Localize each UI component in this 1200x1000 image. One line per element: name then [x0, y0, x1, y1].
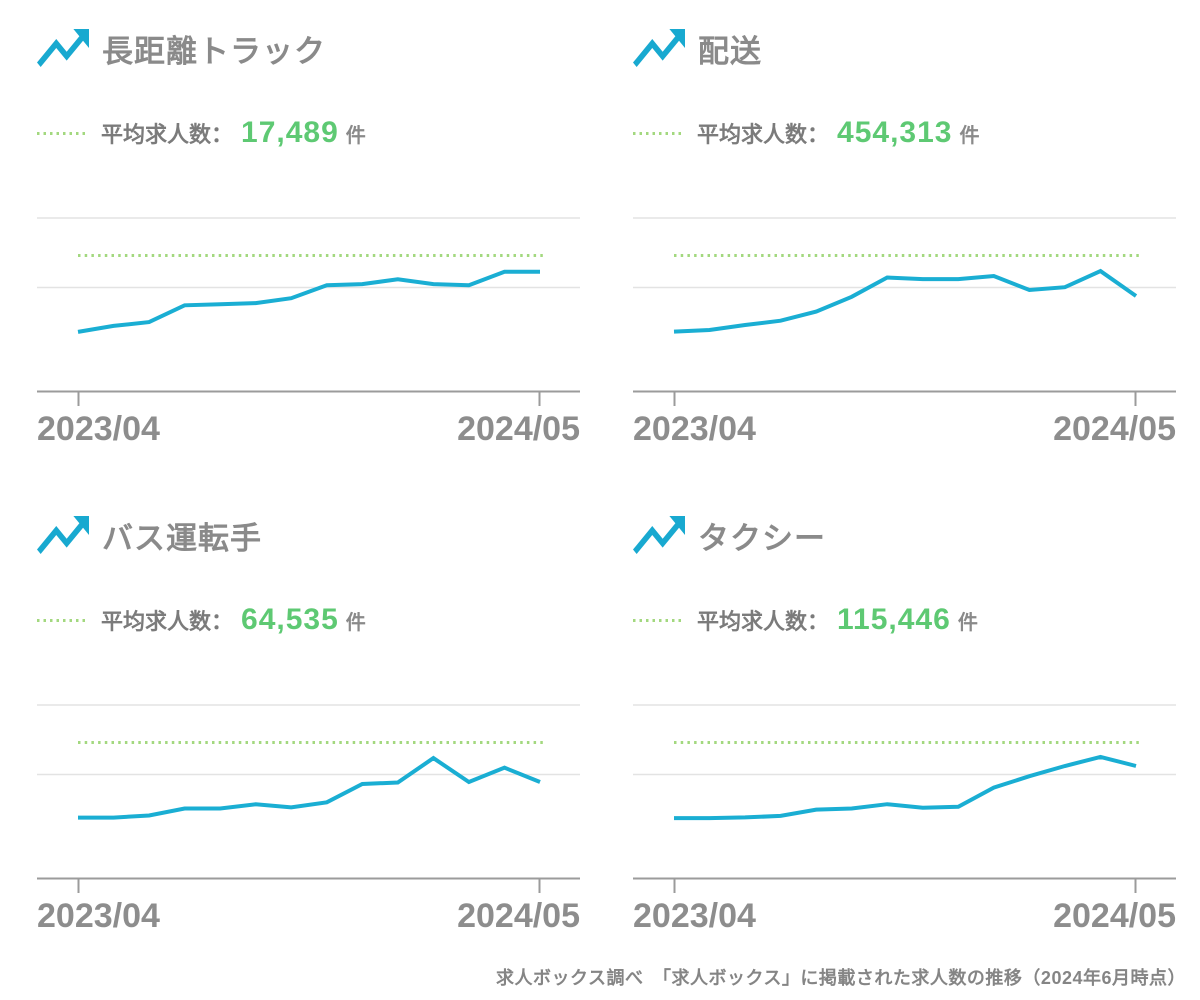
legend-average-value: 17,489 [241, 116, 339, 149]
average-legend: 平均求人数： 64,535 件 [37, 603, 582, 637]
trending-up-icon [633, 29, 685, 67]
trending-up-icon [37, 516, 89, 554]
chart-title: 長距離トラック [102, 33, 326, 69]
trending-up-icon [633, 516, 685, 554]
legend-label: 平均求人数： [101, 122, 234, 147]
chart-header: タクシー [633, 513, 1178, 557]
chart-delivery: 配送 平均求人数： 454,313 件 2023/04 2024/05 [633, 26, 1178, 446]
x-axis-label-end: 2024/05 [457, 897, 580, 935]
legend-dotted-line-swatch [37, 131, 87, 135]
legend-dotted-line-swatch [633, 618, 683, 622]
line-chart-svg [37, 217, 580, 406]
chart-title: 配送 [698, 33, 762, 69]
chart-title: バス運転手 [102, 520, 262, 556]
legend-unit: 件 [959, 125, 980, 147]
chart-title: タクシー [698, 520, 826, 556]
x-axis-label-end: 2024/05 [1053, 897, 1176, 935]
legend-dotted-line-swatch [633, 131, 683, 135]
x-axis-label-start: 2023/04 [633, 410, 756, 448]
legend-average-value: 115,446 [837, 603, 951, 636]
x-axis-label-end: 2024/05 [1053, 410, 1176, 448]
legend-label: 平均求人数： [697, 609, 830, 634]
x-axis-labels: 2023/04 2024/05 [633, 412, 1176, 446]
series-polyline [77, 269, 540, 334]
chart-header: 長距離トラック [37, 26, 582, 70]
line-chart-svg [633, 704, 1176, 893]
x-axis-label-end: 2024/05 [457, 410, 580, 448]
chart-header: 配送 [633, 26, 1178, 70]
legend-unit: 件 [345, 612, 366, 634]
legend-unit: 件 [957, 612, 978, 634]
legend-unit: 件 [345, 125, 366, 147]
line-chart-svg [633, 217, 1176, 406]
x-axis-label-start: 2023/04 [633, 897, 756, 935]
chart-long-haul-truck: 長距離トラック 平均求人数： 17,489 件 2023/04 2024/05 [37, 26, 582, 446]
x-axis-label-start: 2023/04 [37, 897, 160, 935]
series-polyline [674, 754, 1137, 821]
series-polyline [673, 268, 1138, 334]
legend-label: 平均求人数： [697, 122, 830, 147]
legend-average-value: 64,535 [241, 603, 339, 636]
legend-dotted-line-swatch [37, 618, 87, 622]
chart-bus-driver: バス運転手 平均求人数： 64,535 件 2023/04 2024/05 [37, 513, 582, 933]
chart-taxi: タクシー 平均求人数： 115,446 件 2023/04 2024/05 [633, 513, 1178, 933]
legend-label: 平均求人数： [101, 609, 234, 634]
series-polyline [78, 755, 541, 820]
average-legend: 平均求人数： 454,313 件 [633, 116, 1178, 150]
chart-header: バス運転手 [37, 513, 582, 557]
x-axis-labels: 2023/04 2024/05 [37, 899, 580, 933]
x-axis-label-start: 2023/04 [37, 410, 160, 448]
average-legend: 平均求人数： 17,489 件 [37, 116, 582, 150]
x-axis-labels: 2023/04 2024/05 [37, 412, 580, 446]
trending-up-icon [37, 29, 89, 67]
line-chart-svg [37, 704, 580, 893]
footer-note: 求人ボックス調べ 「求人ボックス」に掲載された求人数の推移（2024年6月時点） [496, 968, 1186, 988]
average-legend: 平均求人数： 115,446 件 [633, 603, 1178, 637]
legend-average-value: 454,313 [837, 116, 953, 149]
x-axis-labels: 2023/04 2024/05 [633, 899, 1176, 933]
